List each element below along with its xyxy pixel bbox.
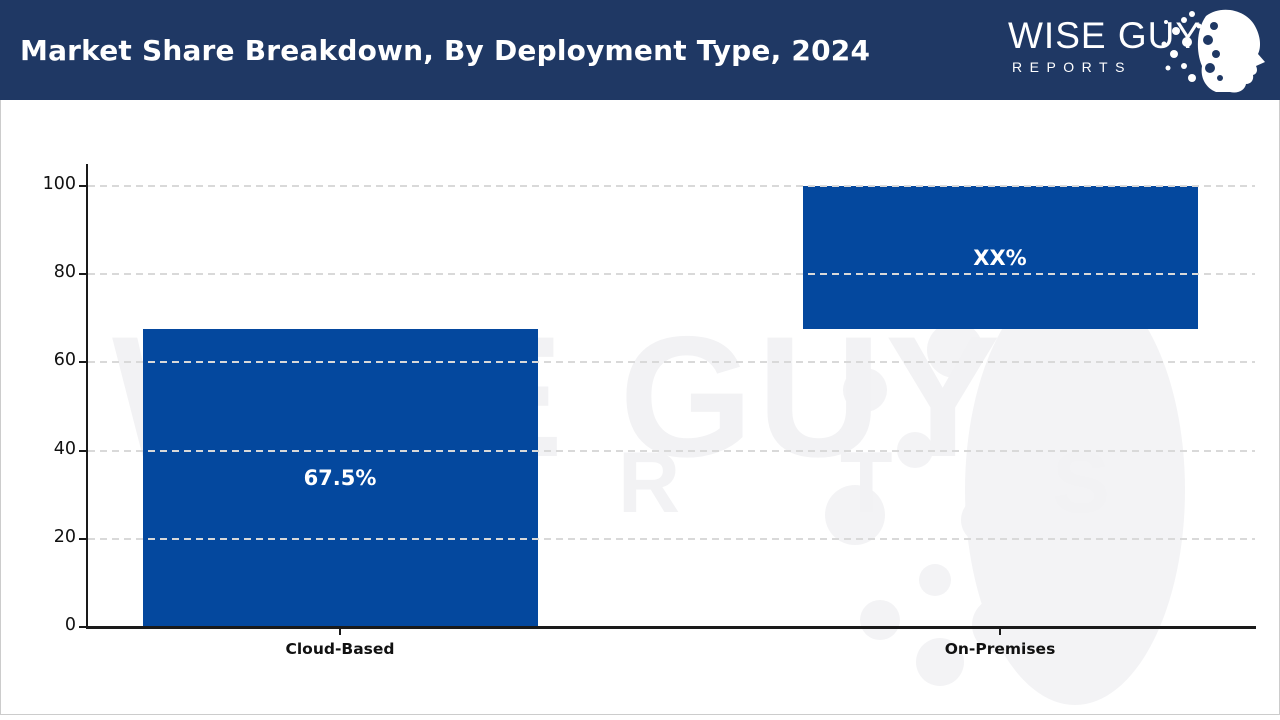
- frame-border-bottom: [0, 714, 1280, 715]
- page-title: Market Share Breakdown, By Deployment Ty…: [20, 33, 871, 67]
- y-axis-tick: [79, 361, 87, 364]
- x-axis-tick: [339, 628, 341, 635]
- bar-cloud-based: 67.5%: [142, 329, 538, 627]
- y-axis-tick: [79, 626, 87, 628]
- wiseguy-logo: WISE GUY REPORTS: [1008, 9, 1265, 93]
- bar-value-label: 67.5%: [303, 466, 377, 491]
- y-axis-tick: [79, 185, 87, 187]
- y-axis-tick-label: 60: [53, 350, 76, 371]
- watermark-head-icon: [825, 224, 1185, 705]
- y-axis-tick-label: 80: [53, 262, 76, 283]
- logo-subtext: REPORTS: [1012, 59, 1132, 75]
- y-axis-tick-label: 40: [53, 438, 76, 459]
- y-axis-tick: [79, 273, 87, 276]
- bar-on-premises: XX%: [802, 186, 1198, 330]
- y-axis-tick-label: 0: [64, 615, 76, 635]
- y-axis-tick: [79, 449, 87, 452]
- frame-border-left: [0, 100, 1, 715]
- gridline-20: [88, 537, 1255, 540]
- gridline-60: [88, 361, 1255, 364]
- x-axis-category-label: Cloud-Based: [285, 640, 395, 658]
- y-axis-tick: [79, 537, 87, 540]
- x-axis-category-label: On-Premises: [944, 640, 1056, 658]
- header: Market Share Breakdown, By Deployment Ty…: [0, 0, 1280, 100]
- y-axis-tick-label: 100: [42, 174, 76, 194]
- gridline-100: [88, 185, 1255, 187]
- gridline-80: [88, 273, 1255, 276]
- gridline-40: [88, 449, 1255, 452]
- logo-wordmark: WISE GUY: [1008, 15, 1201, 56]
- bar-value-label: XX%: [973, 245, 1027, 270]
- x-axis-line: [86, 626, 1256, 629]
- x-axis-tick: [999, 628, 1001, 635]
- logo-head-icon: [1161, 9, 1265, 93]
- y-axis-tick-label: 20: [53, 526, 76, 547]
- y-axis-line: [86, 164, 88, 628]
